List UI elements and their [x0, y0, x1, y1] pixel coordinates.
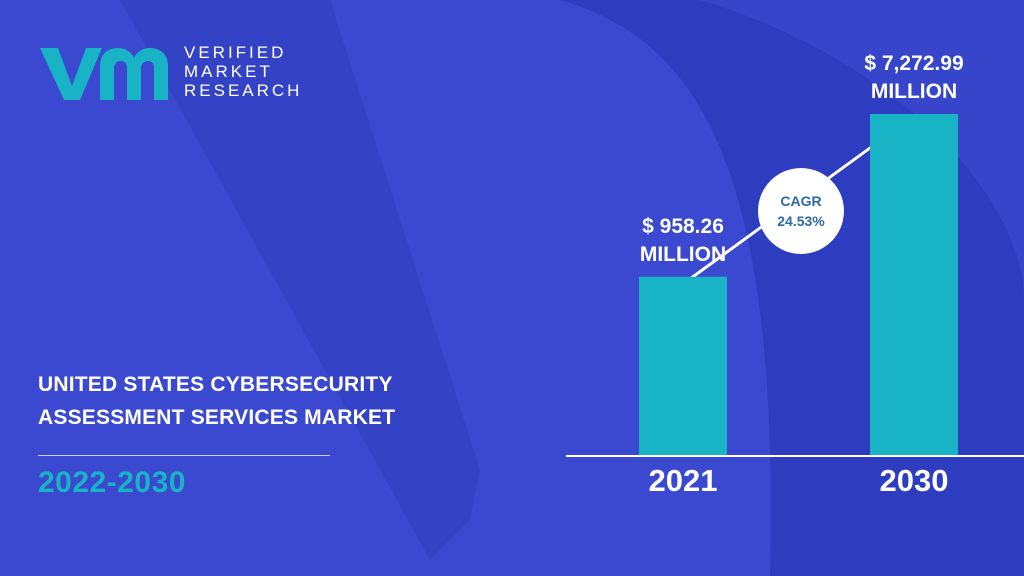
value-amount: $ 7,272.99	[864, 52, 964, 75]
title-line: UNITED STATES CYBERSECURITY	[38, 373, 393, 396]
market-title: UNITED STATES CYBERSECURITY ASSESSMENT S…	[38, 368, 395, 434]
bar-2030	[870, 114, 958, 455]
brand-logo: VERIFIED MARKET RESEARCH	[36, 40, 302, 102]
forecast-period: 2022-2030	[38, 466, 186, 499]
brand-name-line: RESEARCH	[184, 80, 303, 100]
value-unit: MILLION	[639, 242, 727, 266]
title-line: ASSESSMENT SERVICES MARKET	[38, 406, 396, 429]
brand-name: VERIFIED MARKET RESEARCH	[184, 43, 302, 100]
vmr-logo-icon	[40, 48, 168, 100]
cagr-badge: CAGR 24.53%	[758, 168, 844, 254]
cagr-label: CAGR	[780, 193, 822, 209]
value-label-2030: $ 7,272.99 MILLION	[854, 50, 974, 106]
brand-name-line: MARKET	[184, 61, 273, 81]
value-label-2021: $ 958.26 MILLION	[623, 213, 743, 269]
cagr-value: 24.53%	[777, 213, 825, 229]
title-divider	[38, 455, 330, 456]
value-unit: MILLION	[870, 80, 958, 103]
value-amount: $ 958.26	[642, 214, 724, 238]
category-label-2030: 2030	[879, 463, 949, 498]
bar-2021	[639, 276, 727, 455]
brand-name-line: VERIFIED	[184, 42, 287, 62]
category-label-2021: 2021	[648, 463, 718, 498]
